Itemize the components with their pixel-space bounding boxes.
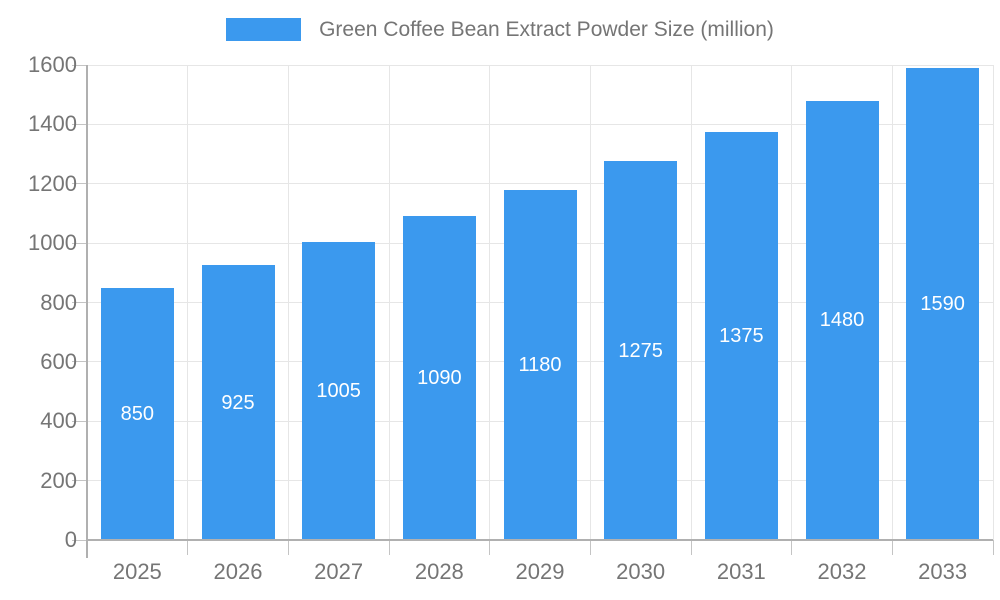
- plot-area: 0 200 400 600 800 1000 1200 1400 1600 850 2025 925 2…: [28, 54, 994, 583]
- legend-swatch[interactable]: [226, 18, 302, 41]
- x-axis-tick: [891, 540, 893, 555]
- bar-2028[interactable]: [402, 216, 476, 540]
- x-axis-line: [86, 539, 993, 541]
- bar-2026[interactable]: [201, 265, 275, 540]
- bar-value-label: 1590: [920, 292, 965, 315]
- x-gridline: [690, 65, 692, 540]
- y-axis-tick-label: 1000: [28, 230, 77, 256]
- x-axis-tick: [589, 540, 591, 555]
- x-axis-tick: [690, 540, 692, 555]
- y-axis-tick: [72, 64, 87, 66]
- x-axis-tick: [388, 540, 390, 555]
- x-gridline: [489, 65, 491, 540]
- y-axis-tick-label: 1400: [28, 111, 77, 137]
- y-axis-tick: [72, 123, 87, 125]
- y-axis-tick: [72, 302, 87, 303]
- y-axis-tick: [72, 361, 87, 363]
- bar-value-label: 1005: [316, 379, 361, 402]
- x-gridline: [388, 65, 390, 540]
- bar-value-label: 925: [221, 391, 255, 414]
- bar-value-label: 1275: [618, 339, 663, 362]
- y-axis-tick-label: 800: [40, 289, 77, 315]
- y-gridline: [87, 123, 993, 125]
- legend-label: Green Coffee Bean Extract Powder Size (m…: [319, 18, 774, 41]
- x-axis-tick-label: 2030: [616, 559, 666, 584]
- y-axis-line: [86, 65, 88, 558]
- y-gridline: [87, 64, 993, 66]
- x-gridline: [187, 65, 189, 540]
- x-axis-tick-label: 2028: [414, 559, 464, 584]
- y-axis-tick-label: 1600: [28, 52, 77, 77]
- x-axis-tick-label: 2025: [112, 559, 162, 584]
- x-axis-tick-label: 2026: [213, 559, 263, 584]
- x-axis-tick: [187, 540, 189, 555]
- x-gridline: [891, 65, 893, 540]
- bar-value-label: 850: [120, 402, 155, 425]
- x-axis-tick-label: 2032: [817, 559, 867, 584]
- bar-2029[interactable]: [503, 189, 577, 540]
- x-axis-tick: [287, 540, 289, 555]
- bar-2031[interactable]: [704, 131, 778, 540]
- bar-value-label: 1375: [719, 324, 764, 347]
- x-axis-tick: [489, 540, 491, 555]
- x-axis-tick-label: 2029: [515, 559, 565, 584]
- bar-value-label: 1180: [518, 353, 562, 376]
- x-gridline: [992, 65, 994, 540]
- x-axis-tick-label: 2027: [314, 559, 364, 584]
- y-axis-tick-label: 400: [40, 408, 77, 434]
- x-gridline: [589, 65, 591, 540]
- x-gridline: [287, 65, 289, 540]
- bar-2032[interactable]: [805, 100, 879, 540]
- y-axis-tick-label: 1200: [28, 170, 77, 196]
- x-axis-tick-label: 2031: [716, 559, 766, 584]
- bar-value-label: 1090: [417, 367, 462, 390]
- bar-2030[interactable]: [604, 161, 678, 540]
- legend[interactable]: Green Coffee Bean Extract Powder Size (m…: [0, 18, 1000, 41]
- x-gridline: [791, 65, 793, 540]
- x-axis-tick: [791, 540, 793, 555]
- bar-2027[interactable]: [302, 241, 376, 540]
- y-axis-tick: [72, 480, 87, 482]
- y-axis-tick: [72, 242, 87, 244]
- y-axis-tick-label: 600: [40, 348, 77, 374]
- x-axis-tick: [992, 540, 994, 555]
- y-gridline: [87, 183, 993, 185]
- y-axis-tick: [72, 539, 87, 541]
- bar-2025[interactable]: [100, 287, 174, 540]
- bar-value-label: 1480: [819, 309, 865, 332]
- y-axis-tick-label: 200: [40, 467, 77, 493]
- bar-2033[interactable]: [906, 67, 980, 540]
- y-axis-tick: [72, 183, 87, 185]
- y-axis-tick-label: 0: [64, 527, 77, 552]
- y-axis-tick: [72, 420, 87, 422]
- x-axis-tick-label: 2033: [918, 559, 968, 584]
